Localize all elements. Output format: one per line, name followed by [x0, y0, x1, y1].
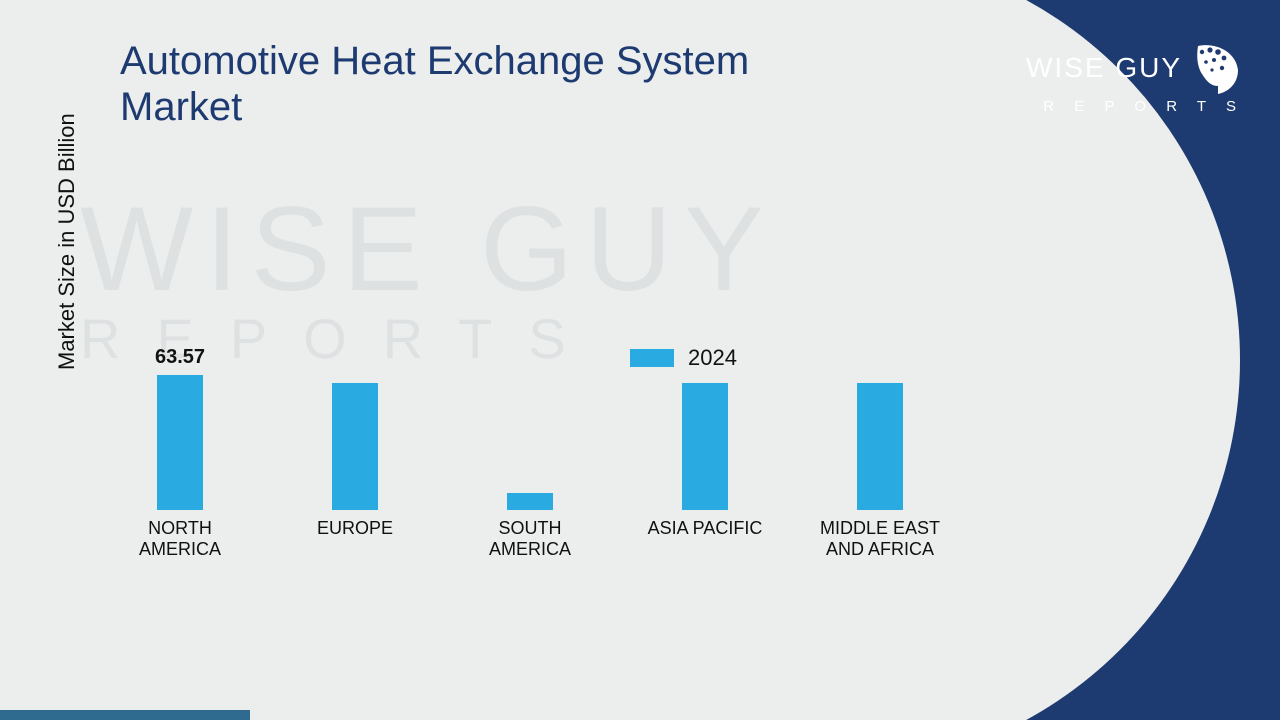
chart-title: Automotive Heat Exchange System Market	[120, 38, 880, 130]
bar-value: 63.57	[155, 346, 205, 369]
plot-area: 63.57	[100, 170, 980, 510]
bar-chart: 63.57 NORTH AMERICA EUROPE SOUTH AMERICA AS…	[100, 170, 980, 650]
brand-main-text: WISE GUY	[1026, 52, 1182, 84]
bar	[157, 375, 203, 510]
brand-logo: WISE GUY R E P O R T S	[1026, 40, 1244, 115]
category-label: MIDDLE EAST AND AFRICA	[810, 518, 950, 559]
legend: 2024	[630, 345, 737, 371]
bottom-accent-bar	[0, 710, 250, 720]
category-label: SOUTH AMERICA	[460, 518, 600, 559]
brand-head-icon	[1188, 40, 1244, 96]
brand-sub-text: R E P O R T S	[1026, 98, 1244, 115]
category-label: NORTH AMERICA	[110, 518, 250, 559]
page: WISE GUY R E P O R T S Automotive Heat E…	[0, 0, 1280, 720]
category-label: ASIA PACIFIC	[635, 518, 775, 539]
legend-swatch	[630, 349, 674, 367]
bar	[332, 383, 378, 511]
category-label: EUROPE	[285, 518, 425, 539]
bar	[857, 383, 903, 511]
legend-label: 2024	[688, 345, 737, 371]
bar	[507, 493, 553, 510]
y-axis-label: Market Size in USD Billion	[54, 113, 80, 370]
bar	[682, 383, 728, 511]
